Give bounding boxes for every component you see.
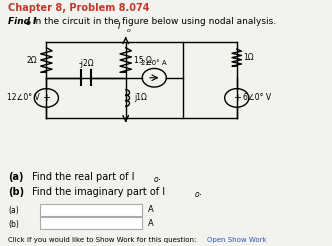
Text: o: o — [194, 189, 199, 199]
Text: in the circuit in the figure below using nodal analysis.: in the circuit in the figure below using… — [30, 16, 276, 26]
Text: o: o — [26, 20, 31, 26]
Text: (b): (b) — [8, 220, 19, 229]
Text: 6∠0° V: 6∠0° V — [243, 93, 271, 102]
Text: Find the real part of I: Find the real part of I — [32, 172, 134, 182]
Text: 15 Ω: 15 Ω — [134, 56, 151, 64]
Text: +: + — [42, 93, 50, 103]
FancyBboxPatch shape — [40, 204, 141, 216]
Text: (a): (a) — [8, 206, 19, 215]
Text: Find the imaginary part of I: Find the imaginary part of I — [32, 187, 165, 197]
Text: j1Ω: j1Ω — [134, 93, 146, 102]
Text: Click if you would like to Show Work for this question:: Click if you would like to Show Work for… — [8, 237, 197, 243]
Text: .: . — [158, 172, 161, 182]
Text: A: A — [148, 205, 154, 214]
Text: A: A — [148, 219, 154, 228]
Text: 1Ω: 1Ω — [243, 53, 254, 62]
Text: .: . — [199, 187, 202, 197]
Text: 12∠0° V: 12∠0° V — [7, 93, 40, 102]
FancyBboxPatch shape — [40, 217, 141, 230]
Text: (b): (b) — [8, 187, 25, 197]
Text: 2Ω: 2Ω — [26, 56, 37, 64]
Text: (a): (a) — [8, 172, 24, 182]
Text: I: I — [118, 22, 121, 31]
Text: Chapter 8, Problem 8.074: Chapter 8, Problem 8.074 — [8, 3, 150, 13]
Text: +: + — [233, 93, 241, 103]
Text: o: o — [126, 28, 130, 33]
Text: o: o — [154, 175, 158, 184]
Text: 2∠0° A: 2∠0° A — [141, 60, 167, 66]
Text: Open Show Work: Open Show Work — [207, 237, 266, 243]
Text: Find I: Find I — [8, 16, 37, 26]
Text: -j2Ω: -j2Ω — [78, 59, 94, 68]
